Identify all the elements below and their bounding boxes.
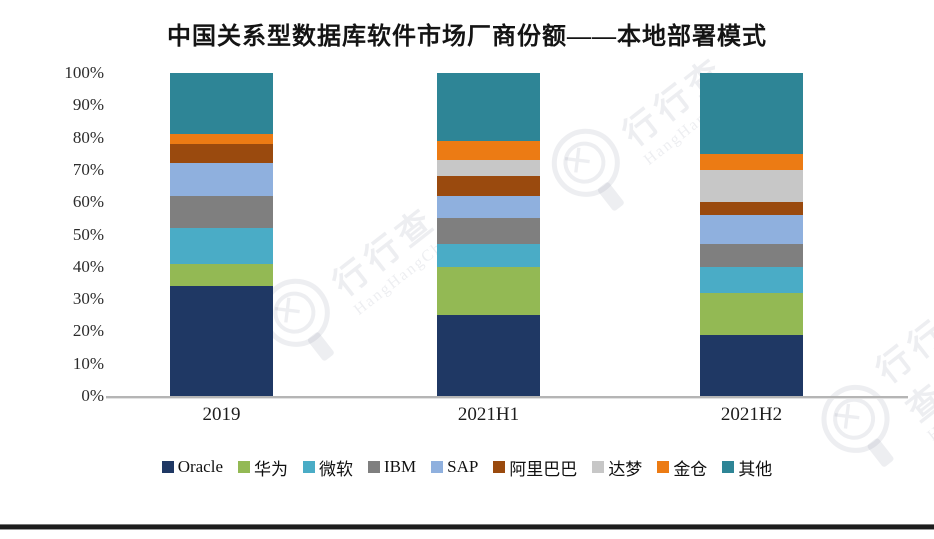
- bar-segment: [170, 144, 273, 164]
- y-tick-label: 0%: [81, 386, 104, 405]
- x-axis-line: [106, 396, 908, 399]
- legend-item: 华为: [238, 455, 288, 480]
- legend-label: 金仓: [673, 459, 708, 479]
- bar-segment: [700, 334, 803, 396]
- bar-segment: [170, 228, 273, 264]
- legend-label: 微软: [319, 459, 353, 479]
- x-axis-label: 2019: [202, 404, 241, 425]
- legend-swatch-icon: [238, 461, 250, 473]
- stacked-bar-2019: [170, 73, 273, 396]
- legend-item: IBM: [368, 457, 416, 477]
- legend-label: 华为: [254, 459, 288, 479]
- legend-swatch-icon: [657, 461, 670, 473]
- legend-item: 达梦: [592, 455, 642, 480]
- bar-segment: [437, 218, 540, 245]
- legend-swatch-icon: [161, 461, 174, 473]
- legend-swatch-icon: [592, 461, 605, 473]
- bar-segment: [437, 160, 540, 177]
- bar-segment: [700, 202, 803, 216]
- bar-segment: [700, 292, 803, 335]
- legend-label: 其他: [738, 459, 773, 479]
- stacked-bar-2021H2: [700, 73, 803, 396]
- legend-item: 阿里巴巴: [493, 455, 577, 480]
- legend-swatch-icon: [303, 461, 315, 473]
- legend-swatch-icon: [431, 461, 444, 473]
- y-tick-label: 60%: [72, 192, 104, 212]
- bar-segment: [437, 315, 540, 396]
- bar-segment: [170, 195, 273, 229]
- bar-segment: [700, 169, 803, 203]
- legend-item: SAP: [431, 457, 478, 477]
- y-tick-label: 40%: [72, 256, 104, 276]
- legend-label: 达梦: [608, 459, 643, 479]
- bar-segment: [170, 163, 273, 196]
- bar-segment: [700, 266, 803, 293]
- y-tick-label: 80%: [72, 127, 104, 147]
- bar-segment: [700, 73, 803, 154]
- x-axis-label: 2021H2: [720, 404, 783, 425]
- legend-swatch-icon: [722, 461, 735, 473]
- bar-segment: [170, 134, 273, 145]
- watermark-subtext: HangHangCha: [924, 358, 934, 445]
- bar-segment: [170, 286, 273, 396]
- bar-segment: [437, 176, 540, 196]
- bar-segment: [700, 153, 803, 170]
- bar-segment: [170, 73, 273, 135]
- legend-item: 金仓: [657, 455, 707, 480]
- bar-segment: [437, 244, 540, 267]
- chart-title: 中国关系型数据库软件市场厂商份额——本地部署模式: [167, 24, 767, 50]
- legend-label: SAP: [447, 457, 479, 476]
- y-tick-label: 10%: [72, 353, 104, 373]
- legend-label: Oracle: [177, 457, 223, 476]
- legend: Oracle 华为 微软 IBM SAP 阿里巴巴 达梦 金仓 其他: [0, 453, 934, 481]
- legend-item: 其他: [722, 455, 772, 480]
- legend-swatch-icon: [368, 461, 380, 473]
- bar-segment: [437, 195, 540, 219]
- bar-segment: [437, 140, 540, 161]
- bar-segment: [700, 215, 803, 245]
- legend-item: Oracle: [161, 457, 223, 477]
- legend-item: 微软: [303, 455, 353, 480]
- bottom-divider: [0, 524, 934, 530]
- plot-area: [112, 73, 907, 396]
- legend-label: 阿里巴巴: [509, 459, 578, 479]
- legend-swatch-icon: [493, 461, 506, 473]
- y-tick-label: 30%: [72, 289, 104, 309]
- y-tick-label: 20%: [72, 321, 104, 341]
- y-tick-label: 90%: [72, 95, 104, 115]
- y-tick-label: 100%: [64, 63, 104, 82]
- bar-segment: [700, 244, 803, 267]
- y-tick-label: 70%: [72, 159, 104, 179]
- y-tick-label: 50%: [72, 224, 104, 244]
- legend-label: IBM: [384, 457, 417, 476]
- bar-segment: [170, 263, 273, 287]
- bar-segment: [437, 266, 540, 316]
- bar-segment: [437, 73, 540, 141]
- x-axis-label: 2021H1: [457, 404, 520, 425]
- stacked-bar-2021H1: [437, 73, 540, 396]
